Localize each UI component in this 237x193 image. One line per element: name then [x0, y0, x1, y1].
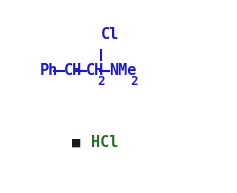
Text: CH: CH: [64, 63, 82, 78]
Text: 2: 2: [130, 75, 138, 88]
Text: CH: CH: [86, 63, 105, 78]
Text: Cl: Cl: [101, 27, 119, 42]
Text: Ph: Ph: [40, 63, 58, 78]
Text: HCl: HCl: [91, 135, 118, 150]
Text: ■: ■: [72, 136, 81, 150]
Text: 2: 2: [98, 75, 105, 88]
Text: NMe: NMe: [109, 63, 137, 78]
